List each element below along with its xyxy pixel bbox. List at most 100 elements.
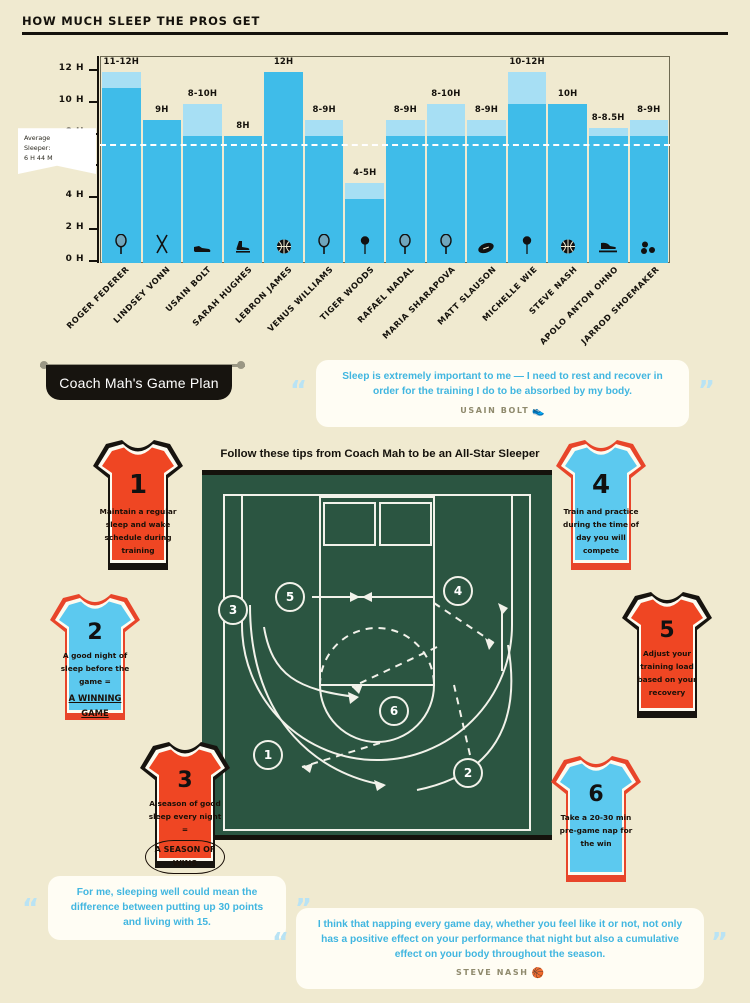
tennis-racket-icon [317, 233, 331, 257]
jersey-shape [551, 756, 641, 882]
bar-value-label: 8-9H [474, 104, 499, 115]
jersey-tip-text: Adjust your training load based on your … [637, 649, 697, 697]
bar-value-label: 10-12H [509, 56, 545, 67]
solid-arrowheads [348, 592, 386, 791]
court-title: Follow these tips from Coach Mah to be a… [220, 448, 540, 460]
tip-card-2: 2 A good night of sleep before the game =… [45, 594, 145, 722]
bar-column: 8H [223, 56, 263, 263]
bar-upper-range [588, 127, 628, 136]
running-shoe-icon: 👟 [532, 405, 545, 417]
y-tick-label: 10 H [58, 94, 84, 105]
bar-column: 8-8.5H [588, 56, 628, 263]
bar-lower-range [548, 103, 587, 263]
tip-card-4: 4 Train and practice during the time of d… [551, 440, 651, 572]
header-rule [22, 32, 728, 35]
banner-rod-dot-left [40, 361, 48, 369]
bar-upper-range [467, 119, 506, 136]
quote-text: For me, sleeping well could mean the dif… [70, 887, 264, 928]
bar-value-label: 11-12H [103, 56, 140, 67]
jersey-number: 4 [591, 470, 611, 500]
bar-upper-range [629, 119, 669, 136]
bar-value-label: 8H [236, 120, 250, 131]
jersey-number: 3 [177, 768, 193, 793]
page-title: HOW MUCH SLEEP THE PROS GET [22, 14, 261, 28]
bar-lower-range [304, 135, 344, 263]
quote-nash-long: “ ” I think that napping every game day,… [272, 908, 728, 990]
bar-column: 10H [548, 56, 587, 263]
bar-lower-range [142, 119, 182, 263]
golf-tee-icon [359, 236, 371, 257]
bar-upper-range [507, 71, 547, 104]
tip-card-3: 3 A season of good sleep every night =A S… [135, 742, 235, 874]
avg-flag-line1: Average [24, 134, 51, 143]
page-header: HOW MUCH SLEEP THE PROS GET [22, 14, 728, 35]
avg-flag-line3: 6 H 44 M [24, 154, 53, 163]
basketball-court-diagram: 5 4 3 6 1 2 [202, 470, 552, 840]
bar-value-label: 9H [155, 104, 169, 115]
jersey-tip-text: Train and practice during the time of da… [563, 507, 639, 555]
quote-nash-short: “ ” For me, sleeping well could mean the… [22, 876, 312, 941]
jersey-tip-text: Maintain a regular sleep and wake schedu… [99, 507, 177, 555]
y-axis-spine [97, 56, 99, 263]
court-marker-1[interactable]: 1 [253, 740, 283, 770]
quote-open-mark: “ [290, 376, 308, 406]
bar-lower-range [386, 135, 425, 263]
quote-text: Sleep is extremely important to me — I n… [342, 371, 663, 397]
court-marker-4[interactable]: 4 [443, 576, 473, 606]
tennis-racket-icon [439, 233, 453, 257]
quote-close-mark: ” [710, 928, 728, 958]
bar-lower-range [629, 135, 669, 263]
jersey-number: 1 [128, 470, 148, 500]
jersey-tip-text: Take a 20-30 min pre-game nap for the wi… [559, 813, 633, 848]
tip-card-5: 5 Adjust your training load based on your… [617, 592, 717, 720]
bar-upper-range [345, 183, 385, 200]
court-lines [223, 494, 531, 831]
bar-upper-range [183, 103, 222, 136]
y-tick-mark [89, 228, 98, 231]
bar-column: 8-9H [629, 56, 669, 263]
court-marker-6[interactable]: 6 [379, 696, 409, 726]
y-tick-label: 12 H [58, 62, 84, 73]
quote-text: I think that napping every game day, whe… [317, 919, 683, 960]
bar-lower-range [183, 135, 222, 263]
football-icon [477, 242, 495, 257]
y-tick-mark [89, 260, 98, 262]
bar-upper-range [304, 119, 344, 136]
jersey-number: 5 [659, 618, 675, 643]
bar-value-label: 8-9H [637, 104, 661, 115]
bar-value-label: 8-10H [187, 88, 218, 99]
jersey-shape [556, 440, 646, 570]
quote-author: STEVE NASH [456, 968, 529, 978]
basketball-icon: 🏀 [531, 968, 544, 980]
tennis-racket-icon [398, 233, 412, 257]
bar-column: 8-10H [426, 56, 466, 263]
sleep-bar-chart: 0 H2 H4 H6 H8 H10 H12 H 11-12H9H8-10H8H1… [59, 56, 670, 264]
jersey-shape [622, 592, 712, 718]
court-marker-2[interactable]: 2 [453, 758, 483, 788]
bar-value-label: 8-9H [393, 104, 417, 115]
running-shoe-icon [193, 242, 211, 257]
bar-lower-range [507, 103, 547, 263]
avg-flag-line2: Sleeper: [24, 144, 51, 153]
jersey-tip-text: A good night of sleep before the game = A… [55, 650, 135, 720]
court-marker-3[interactable]: 3 [218, 595, 248, 625]
court-marker-5[interactable]: 5 [275, 582, 305, 612]
jersey-number: 2 [87, 620, 103, 645]
y-tick-label: 0 H [65, 254, 84, 264]
basketball-icon [560, 239, 575, 257]
quote-bubble: I think that napping every game day, whe… [296, 908, 704, 990]
bar-lower-range [345, 199, 385, 263]
quote-bubble: Sleep is extremely important to me — I n… [316, 360, 689, 427]
bar-column: 8-9H [304, 56, 344, 263]
y-tick-label: 2 H [65, 222, 84, 233]
pass-arrows [301, 596, 495, 768]
bar-value-label: 4-5H [353, 168, 377, 179]
basketball-icon [276, 239, 291, 257]
bar-value-label: 8-9H [312, 104, 336, 115]
triathlon-icon [640, 241, 658, 257]
bar-column: 8-10H [183, 56, 222, 263]
bar-upper-range [426, 103, 466, 136]
movement-paths [249, 596, 513, 791]
y-tick-mark [89, 100, 98, 103]
